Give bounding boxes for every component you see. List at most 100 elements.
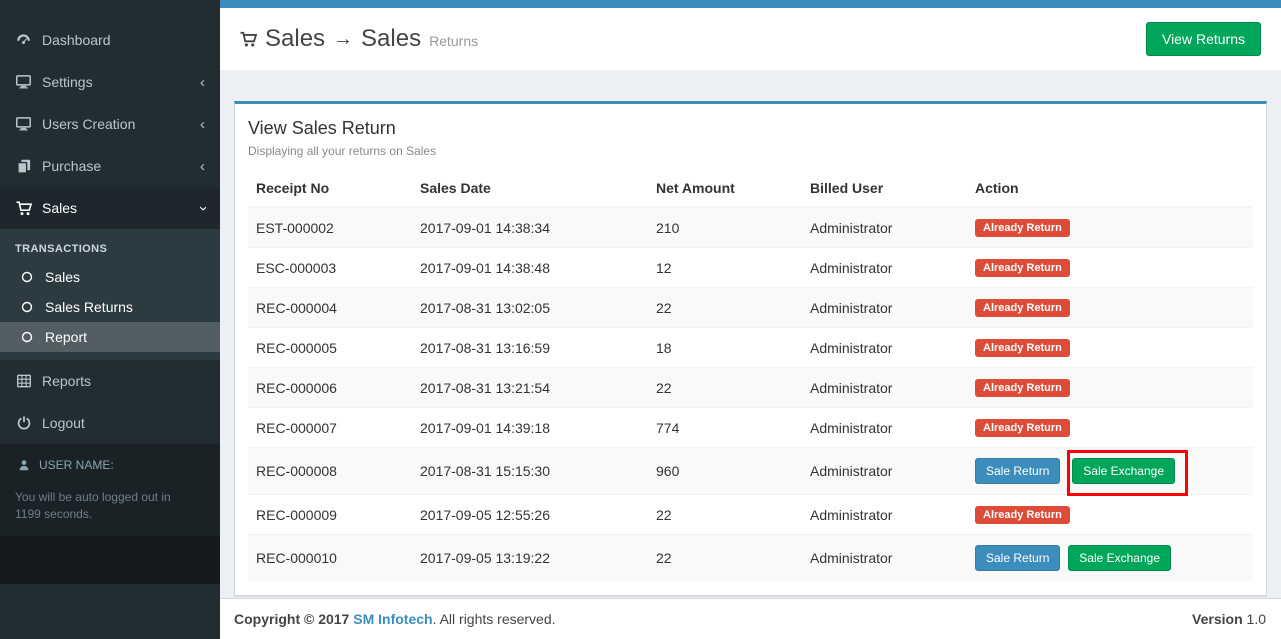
user-name-label: USER NAME: [39,458,114,472]
net-amount-cell: 960 [648,447,802,495]
submenu-item-report[interactable]: Report [0,322,220,352]
receipt-no-cell: EST-000002 [248,206,412,248]
net-amount-cell: 22 [648,287,802,328]
net-amount-cell: 18 [648,327,802,368]
column-header: Receipt No [248,170,412,208]
power-icon [15,416,32,430]
sidebar-item-users-creation[interactable]: Users Creation ‹ [0,103,220,145]
action-cell: Already Return [967,407,1253,448]
action-wrap: Sale Exchange [1068,545,1171,571]
desktop-icon [15,117,32,131]
receipt-no-cell: REC-000010 [248,534,412,581]
submenu-item-sales-returns[interactable]: Sales Returns [0,292,220,322]
billed-user-cell: Administrator [802,447,967,495]
panel-title: View Sales Return [248,118,396,138]
billed-user-cell: Administrator [802,407,967,448]
chevron-down-icon: ‹ [194,205,211,211]
shopping-cart-icon [240,30,257,49]
copyright-text: Copyright © 2017 SM Infotech. All rights… [234,611,556,627]
sidebar-item-label: Dashboard [42,32,111,48]
net-amount-cell: 22 [648,534,802,581]
submenu-item-label: Report [45,329,88,345]
sale-return-button[interactable]: Sale Return [975,545,1061,571]
action-cell: Already Return [967,247,1253,288]
net-amount-cell: 774 [648,407,802,448]
view-returns-button[interactable]: View Returns [1145,22,1261,56]
sidebar-item-sales[interactable]: Sales ‹ [0,187,220,229]
page-footer: Copyright © 2017 SM Infotech. All rights… [220,598,1281,639]
action-cell: Already Return [967,367,1253,408]
already-return-badge: Already Return [975,419,1070,437]
user-icon [15,459,32,471]
transactions-section-header: TRANSACTIONS [15,243,108,255]
sidebar-item-purchase[interactable]: Purchase ‹ [0,145,220,187]
desktop-icon [15,75,32,89]
submenu-item-label: Sales Returns [45,299,133,315]
column-header: Action [967,170,1253,208]
receipt-no-cell: REC-000008 [248,447,412,495]
breadcrumb: Sales → Sales Returns [240,25,478,53]
sales-date-cell: 2017-09-01 14:39:18 [412,407,648,448]
net-amount-cell: 12 [648,247,802,288]
receipt-no-cell: ESC-000003 [248,247,412,288]
already-return-badge: Already Return [975,259,1070,277]
sales-returns-table: Receipt No Sales Date Net Amount Billed … [248,170,1253,581]
billed-user-cell: Administrator [802,534,967,581]
content-area: View Sales Return Displaying all your re… [220,70,1281,598]
table-row: REC-000006 2017-08-31 13:21:54 22 Admini… [248,367,1253,408]
sale-exchange-button[interactable]: Sale Exchange [1068,545,1171,571]
submenu-item-sales[interactable]: Sales [0,262,220,292]
sale-exchange-button[interactable]: Sale Exchange [1072,458,1175,484]
table-row: EST-000002 2017-09-01 14:38:34 210 Admin… [248,206,1253,248]
already-return-badge: Already Return [975,506,1070,524]
sidebar-item-label: Sales [42,200,78,216]
sales-date-cell: 2017-08-31 13:16:59 [412,327,648,368]
billed-user-cell: Administrator [802,494,967,535]
billed-user-cell: Administrator [802,327,967,368]
circle-outline-icon [18,271,35,283]
receipt-no-cell: REC-000009 [248,494,412,535]
table-header-row: Receipt No Sales Date Net Amount Billed … [248,170,1253,208]
billed-user-cell: Administrator [802,206,967,248]
table-row: REC-000008 2017-08-31 15:15:30 960 Admin… [248,447,1253,496]
sales-date-cell: 2017-08-31 13:02:05 [412,287,648,328]
auto-logout-note: You will be auto logged out in 1199 seco… [15,490,171,522]
table-row: REC-000005 2017-08-31 13:16:59 18 Admini… [248,327,1253,368]
net-amount-cell: 22 [648,494,802,535]
copy-icon [15,159,32,174]
action-cell: Already Return [967,327,1253,368]
sidebar-item-reports[interactable]: Reports [0,360,220,402]
receipt-no-cell: REC-000005 [248,327,412,368]
table-row: ESC-000003 2017-09-01 14:38:48 12 Admini… [248,247,1253,288]
action-cell: Sale Return Sale Exchange [967,534,1253,581]
billed-user-cell: Administrator [802,367,967,408]
company-link[interactable]: SM Infotech [353,611,433,627]
chevron-left-icon: ‹ [200,115,205,133]
receipt-no-cell: REC-000004 [248,287,412,328]
sidebar-item-logout[interactable]: Logout [0,402,220,444]
sale-return-button[interactable]: Sale Return [975,458,1061,484]
table-row: REC-000009 2017-09-05 12:55:26 22 Admini… [248,494,1253,535]
already-return-badge: Already Return [975,379,1070,397]
sidebar-item-dashboard[interactable]: Dashboard [0,19,220,61]
version-text: Version 1.0 [1192,611,1266,627]
page-title: Sales [265,25,326,52]
sales-date-cell: 2017-08-31 13:21:54 [412,367,648,408]
sales-date-cell: 2017-09-05 12:55:26 [412,494,648,535]
submenu-item-label: Sales [45,269,81,285]
table-icon [15,374,32,388]
net-amount-cell: 210 [648,206,802,248]
sidebar-item-label: Settings [42,74,93,90]
sidebar: Dashboard Settings ‹ Users Creation ‹ Pu… [0,0,220,639]
dashboard-icon [15,33,32,47]
sidebar-item-label: Logout [42,415,85,431]
sidebar-item-settings[interactable]: Settings ‹ [0,61,220,103]
shopping-cart-icon [15,200,32,216]
sales-return-panel: View Sales Return Displaying all your re… [234,101,1267,596]
sidebar-item-label: Reports [42,373,92,389]
panel-subtitle: Displaying all your returns on Sales [248,144,437,158]
action-cell: Already Return [967,287,1253,328]
already-return-badge: Already Return [975,219,1070,237]
billed-user-cell: Administrator [802,287,967,328]
sales-date-cell: 2017-08-31 15:15:30 [412,447,648,495]
